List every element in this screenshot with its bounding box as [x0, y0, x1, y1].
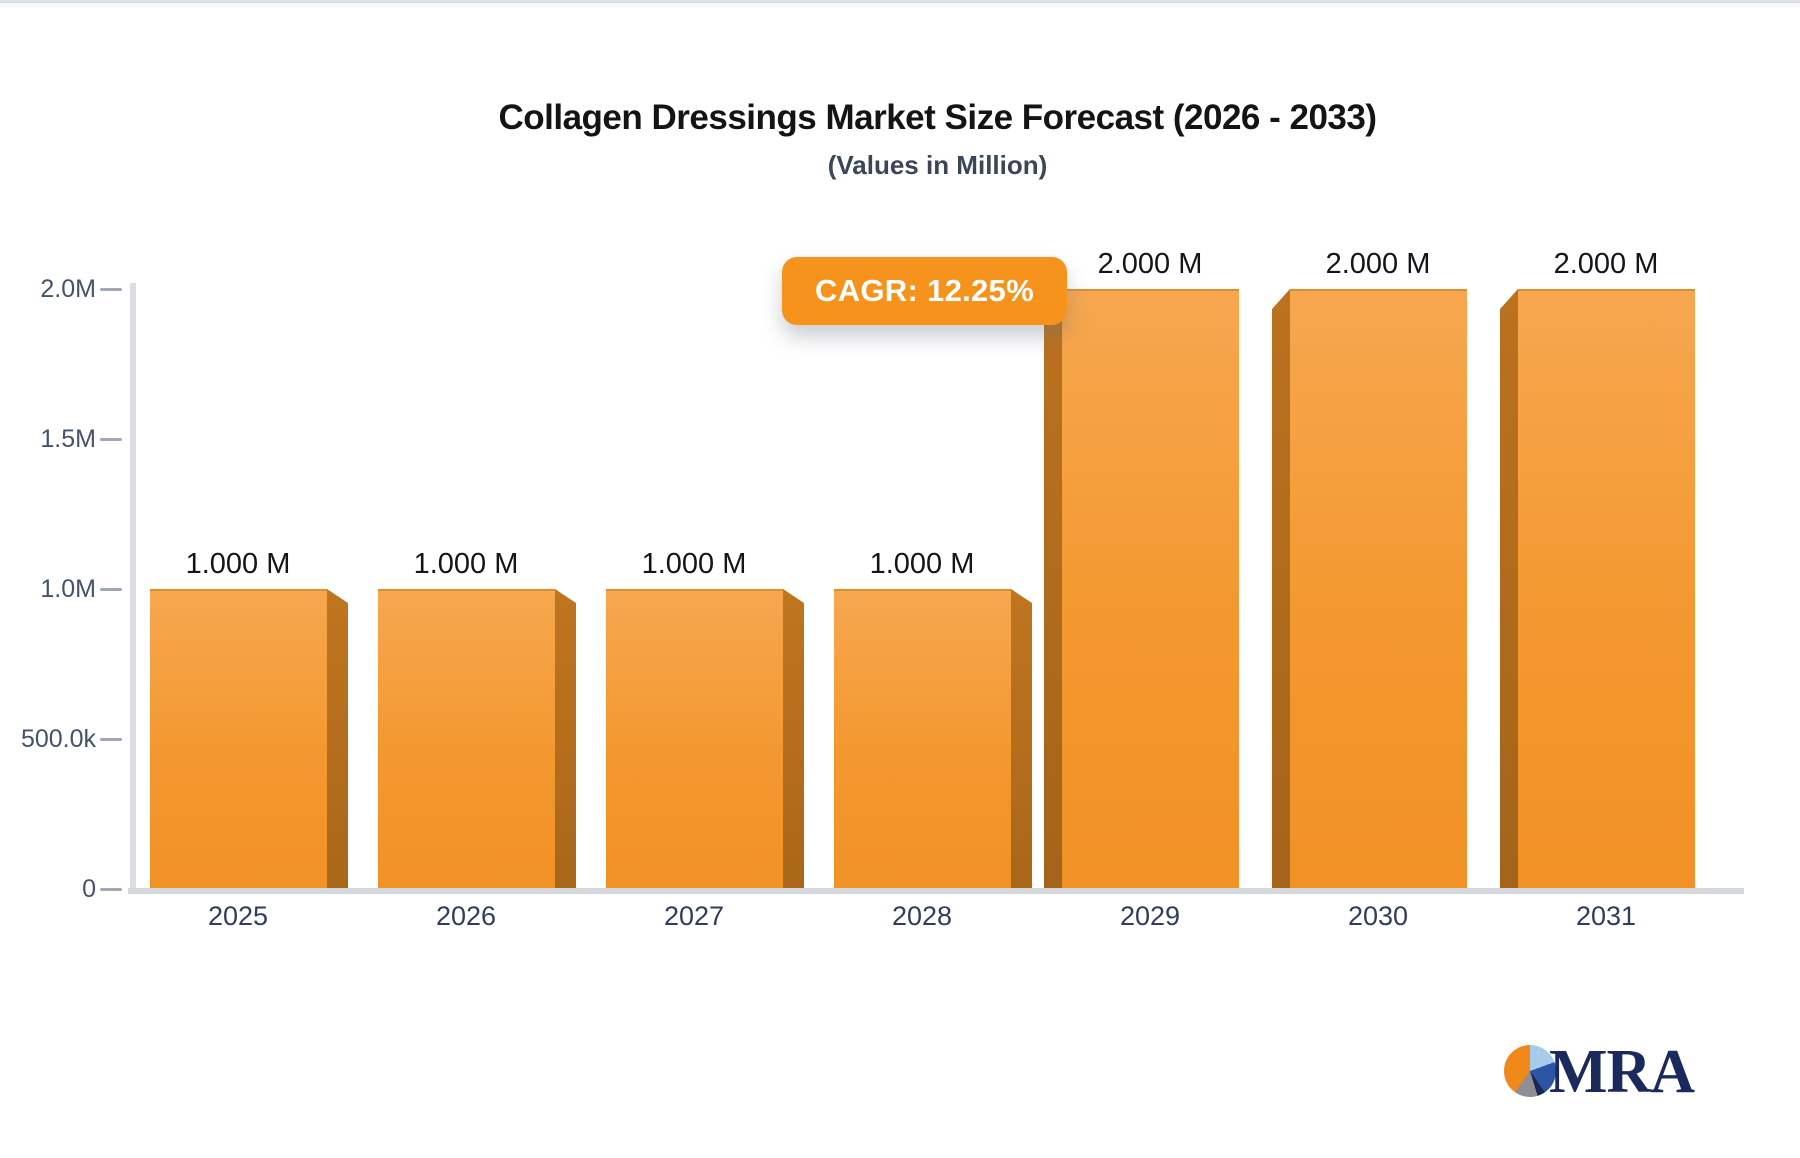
y-axis-tick-mark [100, 288, 122, 291]
bar-2028[interactable] [834, 589, 1011, 889]
chart-subtitle: (Values in Million) [827, 150, 1048, 180]
x-axis-label-2030: 2030 [1347, 901, 1409, 931]
y-axis-tick-mark [100, 888, 122, 891]
bar-value-label-2031: 2.000 M [1553, 248, 1659, 280]
bar-2028-side-face [1011, 589, 1032, 889]
bar-2027-side-face [783, 589, 804, 889]
bar-2030-side-face [1272, 289, 1290, 889]
bar-2025[interactable] [150, 589, 327, 889]
y-axis-tick-mark [100, 588, 122, 591]
cagr-badge: CAGR: 12.25% [782, 257, 1067, 325]
page-top-border [0, 2, 1800, 7]
bar-2030[interactable] [1290, 289, 1467, 889]
bar-2025-side-face [327, 589, 348, 889]
y-axis-tick-label-500.0k: 500.0k [20, 725, 96, 753]
x-axis-label-2031: 2031 [1575, 901, 1637, 931]
y-axis-tick-label-1.5M: 1.5M [40, 425, 96, 453]
bar-2026[interactable] [378, 589, 555, 889]
x-axis-line [128, 888, 1744, 894]
chart-title: Collagen Dressings Market Size Forecast … [498, 98, 1377, 137]
y-axis-tick-label-1.0M: 1.0M [40, 575, 96, 603]
bar-value-label-2029: 2.000 M [1097, 248, 1203, 280]
brand-logo: MRA [1504, 1040, 1774, 1110]
bar-value-label-2028: 1.000 M [869, 548, 975, 580]
bar-value-label-2027: 1.000 M [641, 548, 747, 580]
bar-value-label-2030: 2.000 M [1325, 248, 1431, 280]
brand-logo-text: MRA [1549, 1038, 1695, 1106]
x-axis-label-2025: 2025 [207, 901, 269, 931]
y-axis-line [130, 283, 136, 893]
x-axis-label-2026: 2026 [435, 901, 497, 931]
bar-2029[interactable] [1062, 289, 1239, 889]
x-axis-label-2027: 2027 [663, 901, 725, 931]
y-axis-tick-label-0: 0 [82, 875, 96, 903]
bar-2031[interactable] [1518, 289, 1695, 889]
y-axis-tick-mark [100, 738, 122, 741]
bar-value-label-2026: 1.000 M [413, 548, 519, 580]
y-axis-tick-label-2.0M: 2.0M [40, 275, 96, 303]
x-axis-label-2029: 2029 [1119, 901, 1181, 931]
bar-2029-side-face [1044, 289, 1062, 889]
y-axis-tick-mark [100, 438, 122, 441]
pie-chart-icon [1504, 1045, 1556, 1097]
cagr-badge-label: CAGR: 12.25% [815, 273, 1034, 308]
bar-2027[interactable] [606, 589, 783, 889]
x-axis-label-2028: 2028 [891, 901, 953, 931]
bar-2031-side-face [1500, 289, 1518, 889]
bar-2026-side-face [555, 589, 576, 889]
bar-value-label-2025: 1.000 M [185, 548, 291, 580]
